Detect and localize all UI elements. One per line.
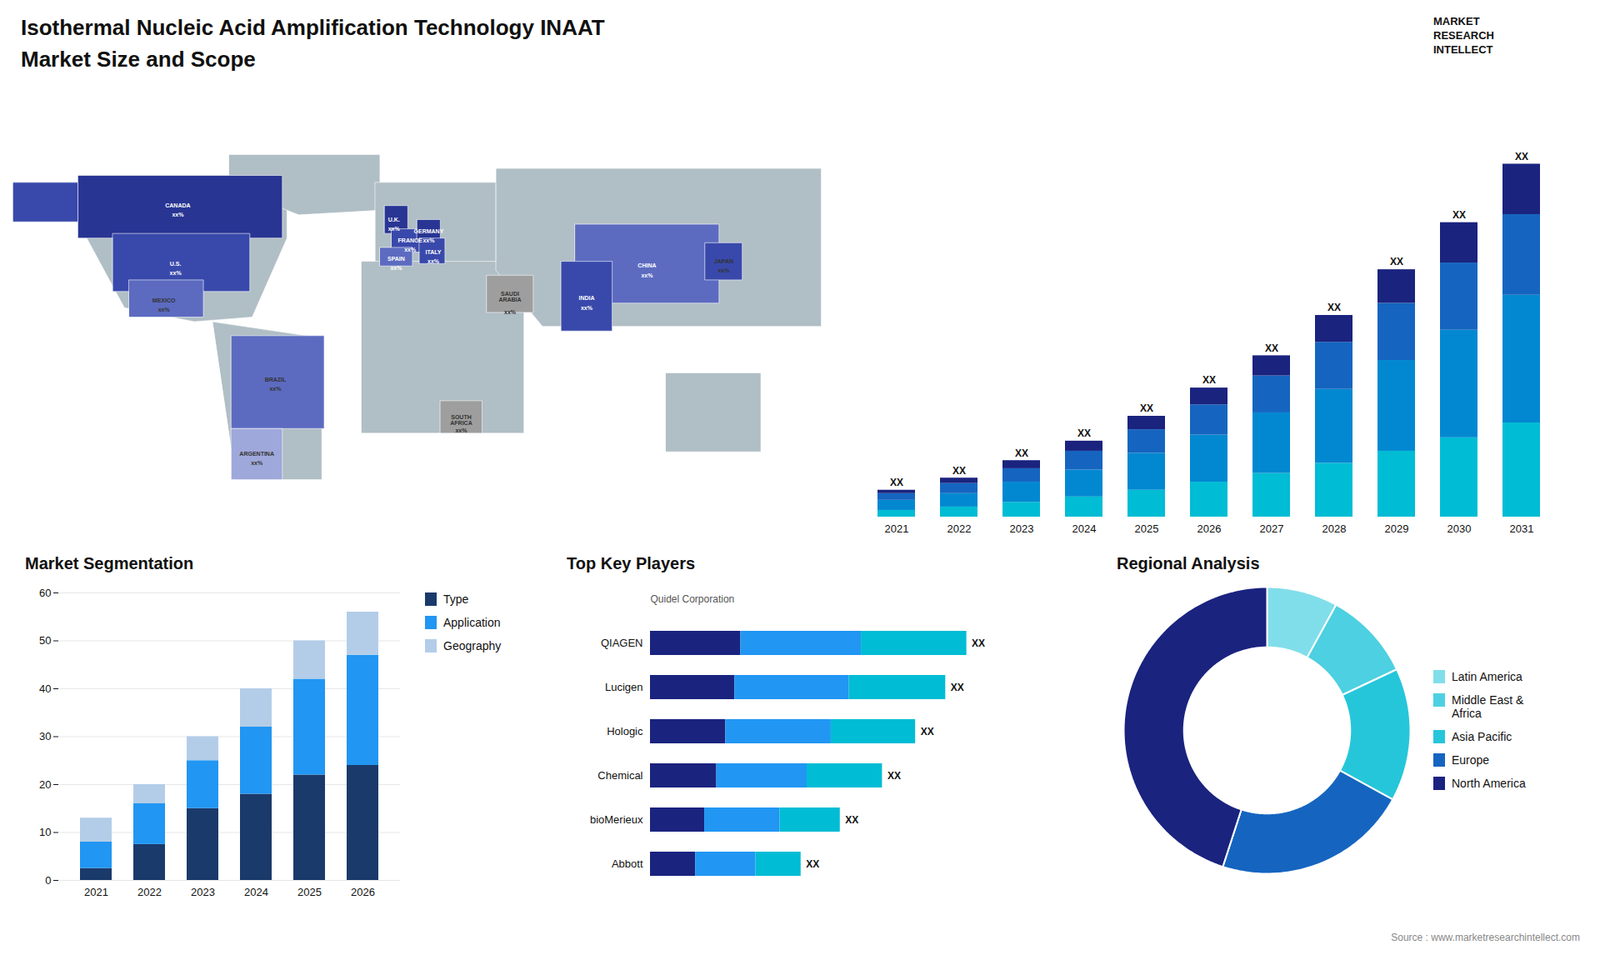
svg-text:Abbott: Abbott <box>611 857 644 870</box>
svg-text:xx%: xx% <box>388 225 401 232</box>
svg-text:CANADA: CANADA <box>165 202 190 209</box>
svg-text:xx%: xx% <box>422 237 435 244</box>
svg-text:CHINA: CHINA <box>637 262 656 269</box>
html-text:Asia Pacific: Asia Pacific <box>1451 730 1512 744</box>
svg-text:XX: XX <box>1390 255 1404 268</box>
svg-text:BRAZIL: BRAZIL <box>265 376 287 383</box>
svg-text:bioMerieux: bioMerieux <box>590 813 644 826</box>
svg-text:xx%: xx% <box>390 265 403 271</box>
svg-text:2023: 2023 <box>190 885 215 899</box>
html-text:Source : www.marketresearchint: Source : www.marketresearchintellect.com <box>1391 931 1580 944</box>
svg-text:2031: 2031 <box>1510 522 1535 535</box>
svg-text:ARGENTINA: ARGENTINA <box>239 450 275 457</box>
svg-text:2021: 2021 <box>885 522 910 535</box>
svg-text:Hologic: Hologic <box>606 725 644 738</box>
svg-text:2021: 2021 <box>84 885 109 899</box>
svg-text:XX: XX <box>1202 374 1216 386</box>
svg-text:2026: 2026 <box>350 885 375 899</box>
svg-text:xx%: xx% <box>717 267 730 274</box>
svg-text:2028: 2028 <box>1322 522 1347 535</box>
svg-text:xx%: xx% <box>404 246 417 253</box>
html-text:MARKET: MARKET <box>1433 15 1480 28</box>
svg-text:xx%: xx% <box>250 460 264 466</box>
svg-text:XX: XX <box>887 770 901 782</box>
svg-text:XX: XX <box>890 476 904 489</box>
svg-text:SPAIN: SPAIN <box>387 255 405 262</box>
svg-text:xx%: xx% <box>580 305 594 311</box>
svg-text:JAPAN: JAPAN <box>714 258 734 265</box>
svg-text:60: 60 <box>39 586 51 600</box>
svg-text:XX: XX <box>1265 342 1279 355</box>
html-text:Application: Application <box>443 615 501 630</box>
html-text:Type: Type <box>443 592 469 606</box>
svg-text:xx%: xx% <box>640 272 654 279</box>
html-text:North America: North America <box>1451 776 1526 790</box>
svg-text:SAUDIARABIA: SAUDIARABIA <box>498 290 521 303</box>
svg-text:30: 30 <box>39 730 51 743</box>
html-text:Geography: Geography <box>443 639 502 653</box>
svg-text:Lucigen: Lucigen <box>605 680 644 694</box>
html-text:Isothermal Nucleic Acid Amplif: Isothermal Nucleic Acid Amplification Te… <box>20 15 605 40</box>
html-text:INTELLECT: INTELLECT <box>1433 43 1493 56</box>
svg-text:40: 40 <box>39 682 51 695</box>
svg-text:XX: XX <box>805 858 820 870</box>
svg-text:xx%: xx% <box>427 258 440 265</box>
svg-text:GERMANY: GERMANY <box>414 228 445 235</box>
svg-text:xx%: xx% <box>171 211 185 218</box>
svg-text:xx%: xx% <box>455 427 468 434</box>
svg-text:2022: 2022 <box>137 885 162 899</box>
html-text:Market Segmentation: Market Segmentation <box>25 554 194 573</box>
svg-text:2030: 2030 <box>1447 522 1472 535</box>
svg-text:XX: XX <box>1515 150 1529 163</box>
svg-text:2024: 2024 <box>1072 522 1097 535</box>
svg-text:INDIA: INDIA <box>578 295 595 301</box>
svg-text:FRANCE: FRANCE <box>398 237 423 244</box>
html-text:RESEARCH: RESEARCH <box>1433 29 1495 42</box>
svg-text:2024: 2024 <box>244 885 269 899</box>
svg-text:XX: XX <box>1077 427 1091 440</box>
svg-text:2029: 2029 <box>1385 522 1410 535</box>
svg-text:U.K.: U.K. <box>388 216 400 223</box>
svg-text:2023: 2023 <box>1010 522 1035 535</box>
svg-text:xx%: xx% <box>504 309 517 315</box>
svg-text:10: 10 <box>39 825 51 839</box>
html-text:Market Size and Scope: Market Size and Scope <box>20 46 256 72</box>
svg-text:XX: XX <box>950 681 965 694</box>
svg-text:MEXICO: MEXICO <box>152 297 176 304</box>
svg-text:2025: 2025 <box>1135 522 1160 535</box>
svg-text:XX: XX <box>920 725 935 738</box>
svg-text:XX: XX <box>1327 301 1341 314</box>
svg-text:ITALY: ITALY <box>425 249 441 255</box>
svg-text:XX: XX <box>1452 209 1466 221</box>
html-text:Middle East & Africa: Middle East & Africa <box>1451 693 1524 720</box>
svg-text:Chemical: Chemical <box>597 769 643 782</box>
svg-text:xx%: xx% <box>170 270 183 276</box>
svg-text:2026: 2026 <box>1197 522 1222 535</box>
svg-text:xx%: xx% <box>158 306 171 313</box>
svg-text:XX: XX <box>971 637 985 650</box>
html-text:Top Key Players: Top Key Players <box>566 554 696 573</box>
svg-text:2022: 2022 <box>947 522 972 535</box>
html-text:Regional Analysis: Regional Analysis <box>1116 554 1260 573</box>
svg-text:QIAGEN: QIAGEN <box>600 636 644 650</box>
svg-text:XX: XX <box>952 465 966 477</box>
html-text:Latin America: Latin America <box>1451 670 1523 684</box>
svg-text:2025: 2025 <box>297 885 322 899</box>
svg-text:XX: XX <box>845 814 859 826</box>
svg-text:SOUTHAFRICA: SOUTHAFRICA <box>450 414 472 426</box>
svg-text:U.S.: U.S. <box>170 260 182 267</box>
svg-text:0: 0 <box>45 874 51 887</box>
svg-text:50: 50 <box>39 634 51 647</box>
svg-text:XX: XX <box>1015 447 1029 460</box>
svg-text:2027: 2027 <box>1260 522 1285 535</box>
svg-text:20: 20 <box>39 778 51 791</box>
svg-text:XX: XX <box>1140 402 1154 415</box>
svg-text:Quidel Corporation: Quidel Corporation <box>650 593 735 605</box>
html-text:Europe: Europe <box>1451 753 1490 767</box>
svg-text:xx%: xx% <box>269 385 282 392</box>
